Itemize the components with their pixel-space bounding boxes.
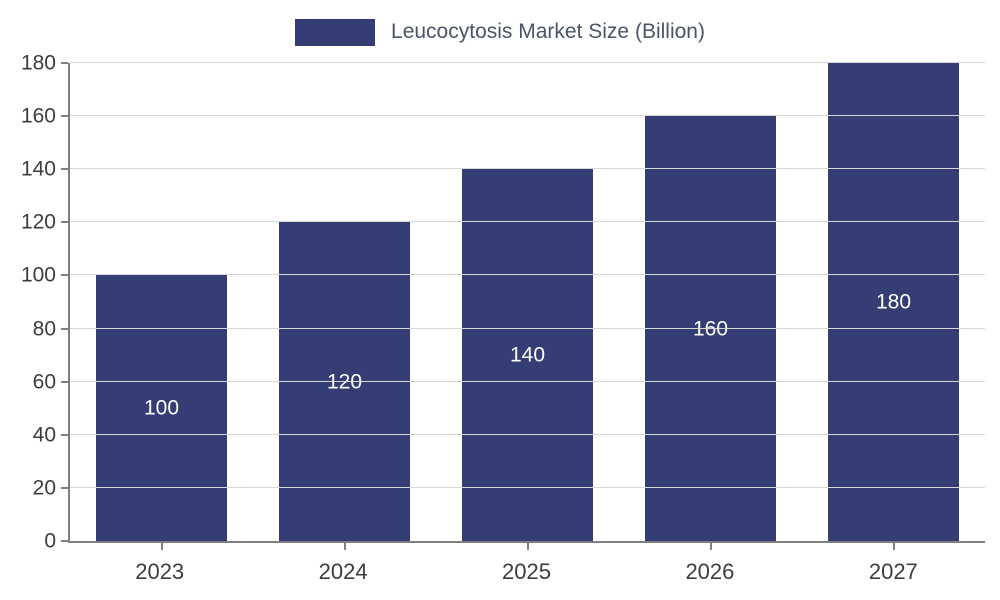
gridline bbox=[70, 486, 985, 488]
x-tick-label: 2025 bbox=[502, 559, 551, 584]
gridline bbox=[70, 168, 985, 170]
bar-slot: 180 bbox=[802, 63, 985, 541]
y-tick-mark bbox=[61, 274, 68, 277]
bar: 140 bbox=[461, 169, 594, 541]
y-tick-mark bbox=[61, 380, 68, 383]
y-tick-mark bbox=[61, 486, 68, 489]
y-tick-mark bbox=[61, 433, 68, 436]
legend-swatch-icon bbox=[295, 18, 376, 46]
y-tick-label: 40 bbox=[32, 423, 56, 447]
gridline bbox=[70, 274, 985, 276]
gridline bbox=[70, 327, 985, 329]
gridline bbox=[70, 380, 985, 382]
bar-value-label: 160 bbox=[692, 317, 729, 341]
bar-slot: 140 bbox=[436, 63, 619, 541]
chart-legend: Leucocytosis Market Size (Billion) bbox=[0, 0, 1000, 47]
x-tick-mark bbox=[892, 543, 895, 550]
y-tick-label: 20 bbox=[32, 476, 56, 500]
x-tick-label: 2024 bbox=[318, 559, 368, 584]
bar-slot: 160 bbox=[619, 63, 802, 541]
y-tick-label: 140 bbox=[20, 157, 56, 181]
x-tick-mark bbox=[526, 543, 529, 550]
bars-container: 100 120 140 160 180 bbox=[70, 63, 985, 541]
gridline bbox=[70, 221, 985, 223]
bar-chart: 100 120 140 160 180 0 20 40 60 80 100 120 140 160 180… bbox=[21, 53, 985, 585]
x-tick-mark bbox=[160, 543, 163, 550]
gridline bbox=[70, 115, 985, 117]
plot-area: 100 120 140 160 180 0 20 40 60 80 100 120 140 160 180 bbox=[21, 53, 985, 552]
y-tick-label: 100 bbox=[20, 263, 56, 287]
bar-value-label: 120 bbox=[326, 370, 363, 394]
bar-slot: 100 bbox=[70, 63, 253, 541]
bar-value-label: 180 bbox=[875, 290, 912, 314]
y-tick-mark bbox=[61, 62, 68, 64]
x-axis-labels: 2023 2024 2025 2026 2027 bbox=[68, 559, 985, 585]
bar-value-label: 100 bbox=[143, 396, 180, 420]
y-tick-mark bbox=[61, 115, 68, 118]
x-tick-label: 2026 bbox=[685, 559, 735, 584]
x-tick-label: 2023 bbox=[135, 559, 185, 584]
y-tick-mark bbox=[61, 221, 68, 224]
legend-label: Leucocytosis Market Size (Billion) bbox=[391, 20, 705, 43]
bar: 120 bbox=[278, 222, 411, 541]
y-tick-mark bbox=[61, 168, 68, 171]
y-tick-label: 80 bbox=[32, 317, 56, 341]
bar-value-label: 140 bbox=[509, 343, 546, 367]
gridline bbox=[70, 62, 985, 63]
bar: 160 bbox=[644, 116, 777, 541]
y-tick-label: 120 bbox=[20, 210, 56, 234]
bar-slot: 120 bbox=[253, 63, 436, 541]
gridline bbox=[70, 433, 985, 435]
x-tick-mark bbox=[709, 543, 712, 550]
y-tick-label: 60 bbox=[32, 370, 56, 394]
y-tick-label: 180 bbox=[20, 51, 56, 75]
bar: 180 bbox=[827, 63, 960, 541]
y-tick-mark bbox=[61, 327, 68, 330]
y-tick-label: 160 bbox=[20, 104, 56, 128]
x-tick-label: 2027 bbox=[868, 559, 918, 584]
bar: 100 bbox=[95, 275, 228, 541]
y-tick-label: 0 bbox=[44, 529, 56, 553]
y-tick-mark bbox=[61, 540, 68, 542]
x-tick-mark bbox=[343, 543, 346, 550]
